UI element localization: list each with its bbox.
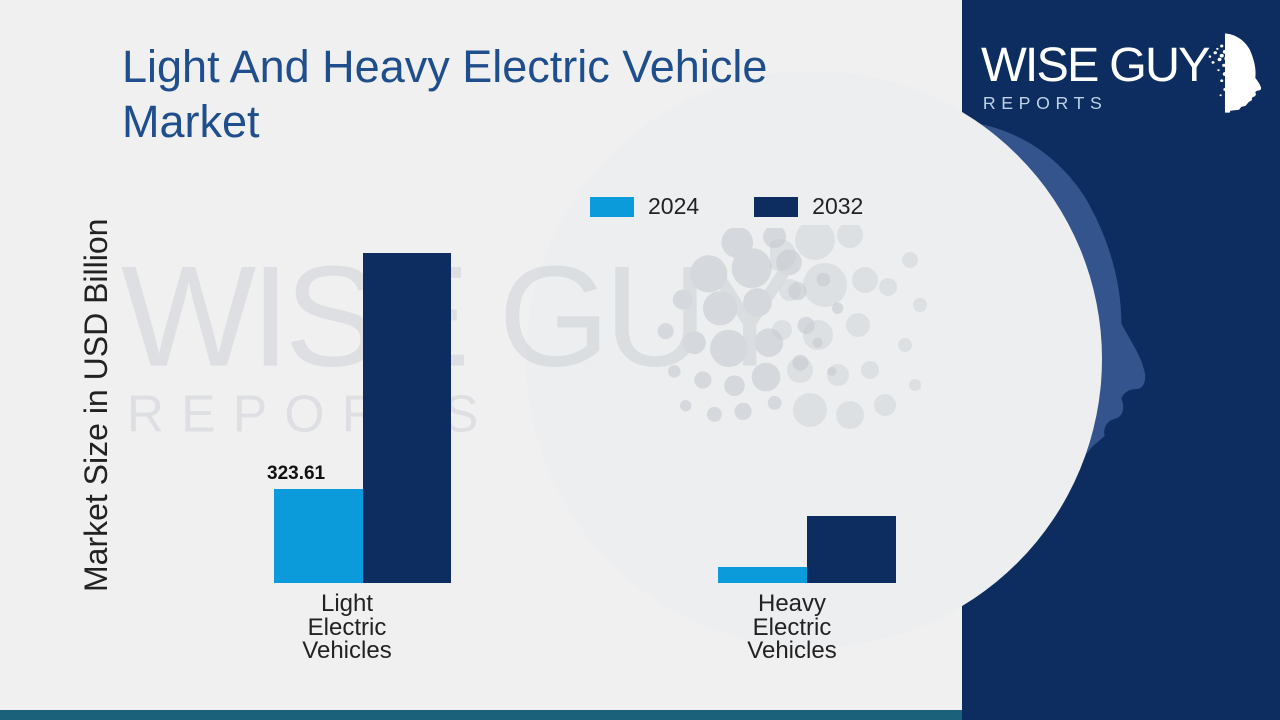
svg-text:WISE GUY: WISE GUY — [981, 38, 1210, 92]
svg-text:REPORTS: REPORTS — [983, 93, 1108, 113]
